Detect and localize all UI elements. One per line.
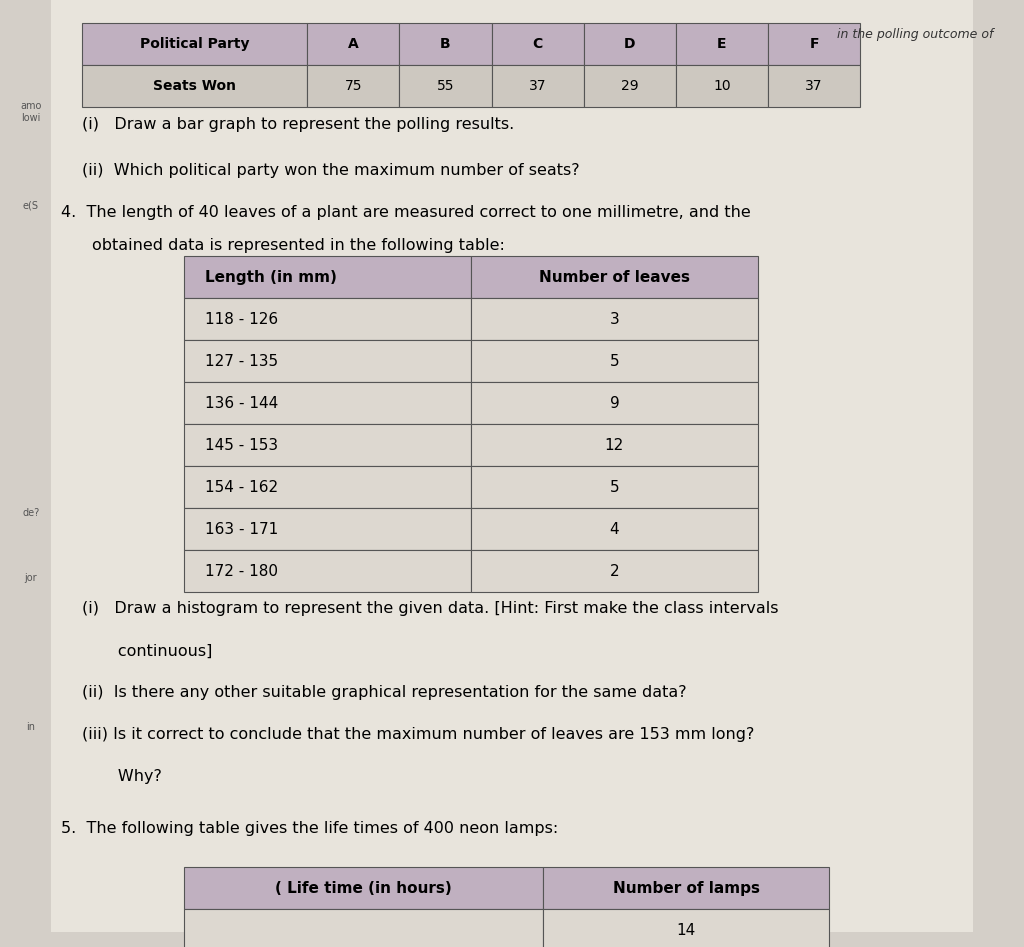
Text: Seats Won: Seats Won	[153, 80, 237, 93]
Text: A: A	[348, 37, 358, 51]
Text: amo
lowi: amo lowi	[20, 101, 41, 123]
Bar	[184, 867, 543, 909]
Bar	[584, 65, 676, 107]
Bar	[543, 909, 829, 947]
Text: 118 - 126: 118 - 126	[205, 312, 278, 327]
Bar	[584, 24, 676, 65]
Text: (iii) Is it correct to conclude that the maximum number of leaves are 153 mm lon: (iii) Is it correct to conclude that the…	[82, 727, 755, 742]
Bar	[543, 867, 829, 909]
Text: 145 - 153: 145 - 153	[205, 438, 278, 453]
Text: Why?: Why?	[82, 769, 162, 784]
Bar	[471, 340, 758, 383]
Text: 9: 9	[609, 396, 620, 411]
Bar	[471, 257, 758, 298]
Text: 10: 10	[713, 80, 731, 93]
Text: 75: 75	[344, 80, 362, 93]
Text: 127 - 135: 127 - 135	[205, 354, 278, 368]
Text: 154 - 162: 154 - 162	[205, 480, 278, 494]
Text: 4: 4	[609, 522, 620, 537]
Text: Length (in mm): Length (in mm)	[205, 270, 337, 285]
Bar	[492, 24, 584, 65]
Bar	[471, 424, 758, 466]
Text: de?: de?	[23, 508, 39, 518]
Bar	[399, 65, 492, 107]
Text: 2: 2	[609, 563, 620, 579]
Bar	[471, 550, 758, 592]
Bar	[471, 383, 758, 424]
Text: (i)   Draw a bar graph to represent the polling results.: (i) Draw a bar graph to represent the po…	[82, 116, 514, 132]
Bar	[307, 65, 399, 107]
Text: Number of leaves: Number of leaves	[539, 270, 690, 285]
Bar	[768, 24, 860, 65]
Bar	[184, 298, 471, 340]
Text: E: E	[717, 37, 727, 51]
Bar	[492, 65, 584, 107]
Text: F: F	[809, 37, 819, 51]
Text: in: in	[27, 723, 35, 732]
Text: 4.  The length of 40 leaves of a plant are measured correct to one millimetre, a: 4. The length of 40 leaves of a plant ar…	[61, 205, 752, 220]
Text: in the polling outcome of: in the polling outcome of	[837, 28, 993, 41]
Text: e(S: e(S	[23, 200, 39, 210]
Bar	[184, 383, 471, 424]
Text: 136 - 144: 136 - 144	[205, 396, 279, 411]
Bar	[184, 909, 543, 947]
Text: D: D	[624, 37, 636, 51]
Bar	[184, 466, 471, 509]
Text: Political Party: Political Party	[140, 37, 249, 51]
Bar	[399, 24, 492, 65]
Text: B: B	[440, 37, 451, 51]
Bar	[184, 257, 471, 298]
Text: 3: 3	[609, 312, 620, 327]
Text: 37: 37	[805, 80, 823, 93]
Text: C: C	[532, 37, 543, 51]
Text: 5.  The following table gives the life times of 400 neon lamps:: 5. The following table gives the life ti…	[61, 820, 559, 835]
Text: (ii)  Is there any other suitable graphical representation for the same data?: (ii) Is there any other suitable graphic…	[82, 686, 686, 701]
Bar	[184, 550, 471, 592]
Bar	[184, 424, 471, 466]
Bar	[676, 65, 768, 107]
Bar	[768, 65, 860, 107]
Bar	[82, 65, 307, 107]
Text: continuous]: continuous]	[82, 643, 212, 658]
Bar	[184, 340, 471, 383]
Text: 172 - 180: 172 - 180	[205, 563, 278, 579]
Bar	[82, 24, 307, 65]
Text: 55: 55	[436, 80, 455, 93]
Text: 5: 5	[609, 354, 620, 368]
Text: obtained data is represented in the following table:: obtained data is represented in the foll…	[92, 238, 505, 253]
Bar	[471, 466, 758, 509]
Text: jor: jor	[25, 573, 37, 583]
Text: (ii)  Which political party won the maximum number of seats?: (ii) Which political party won the maxim…	[82, 163, 580, 178]
Bar	[307, 24, 399, 65]
Text: 14: 14	[677, 922, 695, 938]
Text: 37: 37	[528, 80, 547, 93]
Bar	[471, 509, 758, 550]
Bar	[184, 509, 471, 550]
Text: 29: 29	[621, 80, 639, 93]
Text: 5: 5	[609, 480, 620, 494]
Text: 163 - 171: 163 - 171	[205, 522, 279, 537]
Text: (i)   Draw a histogram to represent the given data. [Hint: First make the class : (i) Draw a histogram to represent the gi…	[82, 601, 778, 616]
Bar	[676, 24, 768, 65]
Text: ( Life time (in hours): ( Life time (in hours)	[275, 881, 452, 896]
Text: 12: 12	[605, 438, 624, 453]
Text: Number of lamps: Number of lamps	[612, 881, 760, 896]
Bar	[471, 298, 758, 340]
